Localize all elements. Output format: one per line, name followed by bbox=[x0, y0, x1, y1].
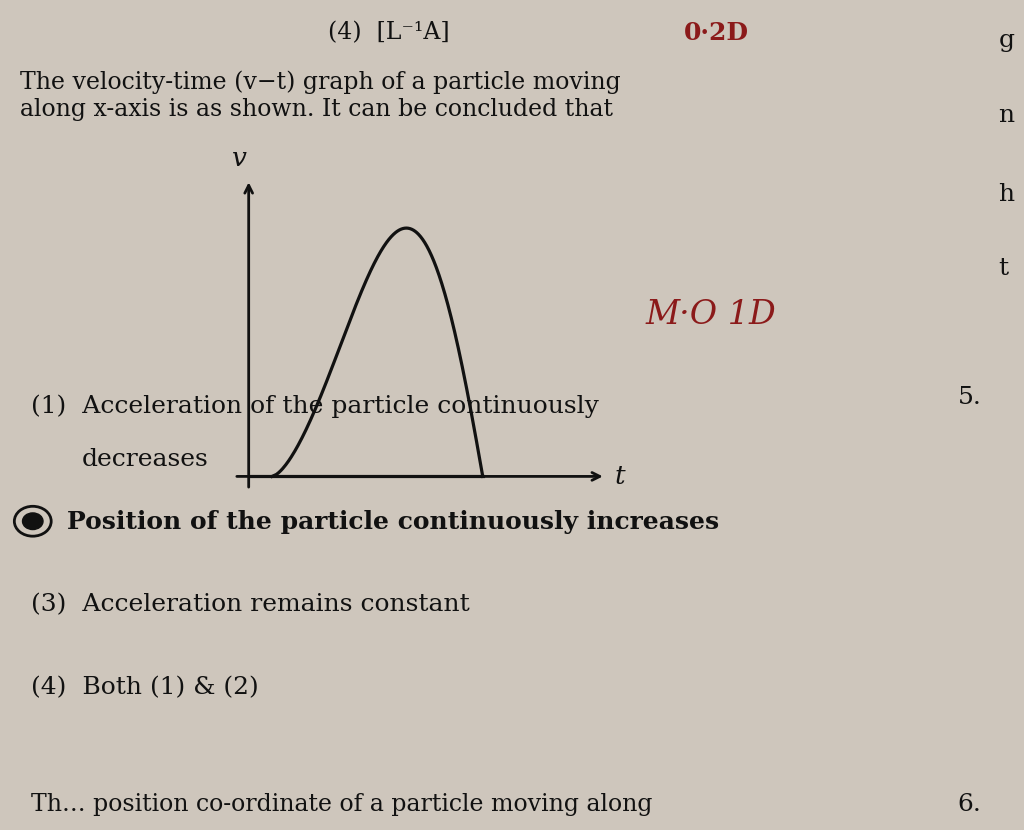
Text: M·O 1D: M·O 1D bbox=[645, 300, 776, 331]
Text: The velocity-time (v−t) graph of a particle moving
along x-axis is as shown. It : The velocity-time (v−t) graph of a parti… bbox=[20, 71, 622, 120]
Text: t: t bbox=[998, 257, 1009, 281]
Text: 5.: 5. bbox=[957, 386, 981, 409]
Text: Position of the particle continuously increases: Position of the particle continuously in… bbox=[67, 510, 719, 535]
Text: t: t bbox=[614, 464, 625, 489]
Text: Th… position co-ordinate of a particle moving along: Th… position co-ordinate of a particle m… bbox=[31, 793, 652, 816]
Text: (1)  Acceleration of the particle continuously: (1) Acceleration of the particle continu… bbox=[31, 394, 599, 417]
Text: h: h bbox=[998, 183, 1015, 206]
Text: (4)  Both (1) & (2): (4) Both (1) & (2) bbox=[31, 676, 258, 700]
Text: (4)  [L⁻¹A]: (4) [L⁻¹A] bbox=[329, 21, 450, 44]
Text: g: g bbox=[998, 29, 1015, 52]
Text: n: n bbox=[998, 104, 1015, 127]
Text: 0·2D: 0·2D bbox=[684, 21, 750, 45]
Text: (3)  Acceleration remains constant: (3) Acceleration remains constant bbox=[31, 593, 469, 617]
Text: v: v bbox=[232, 146, 248, 172]
Text: decreases: decreases bbox=[82, 448, 209, 471]
Circle shape bbox=[23, 513, 43, 530]
Text: 6.: 6. bbox=[957, 793, 981, 816]
